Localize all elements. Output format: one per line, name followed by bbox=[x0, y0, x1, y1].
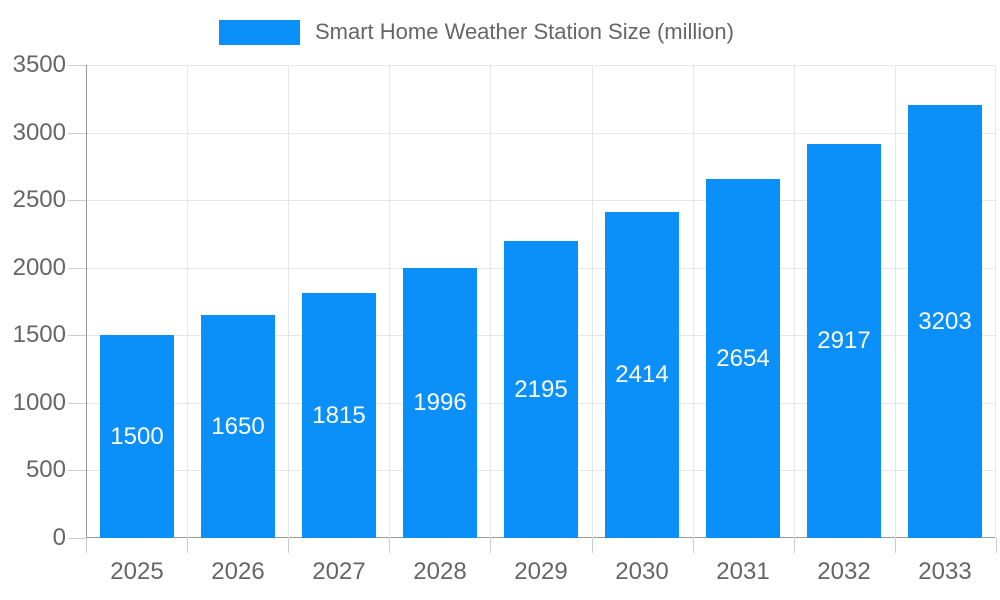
gridline bbox=[86, 133, 996, 134]
x-axis-tick bbox=[895, 538, 896, 553]
y-axis-label: 1500 bbox=[12, 321, 66, 348]
bar-value-label: 2654 bbox=[716, 344, 770, 372]
x-axis-tick bbox=[389, 538, 390, 553]
bar-2026[interactable]: 1650 bbox=[201, 315, 275, 538]
bar-value-label: 1500 bbox=[110, 422, 164, 450]
x-axis-label: 2027 bbox=[312, 558, 366, 585]
bar-2028[interactable]: 1996 bbox=[403, 268, 477, 538]
y-axis-label: 2500 bbox=[12, 186, 66, 213]
bar-2031[interactable]: 2654 bbox=[706, 179, 780, 538]
plot-area: 1500 1650 1815 1996 2195 2414 2654 2917 3203 bbox=[86, 65, 996, 538]
y-axis-label: 0 bbox=[52, 524, 66, 551]
x-axis-label: 2028 bbox=[413, 558, 467, 585]
gridline bbox=[895, 65, 896, 538]
y-axis-tick bbox=[68, 470, 86, 471]
gridline bbox=[389, 65, 390, 538]
gridline bbox=[490, 65, 491, 538]
gridline bbox=[592, 65, 593, 538]
x-axis-tick bbox=[592, 538, 593, 553]
y-axis-tick bbox=[68, 335, 86, 336]
gridline bbox=[86, 200, 996, 201]
bar-2025[interactable]: 1500 bbox=[100, 335, 174, 538]
gridline bbox=[86, 65, 996, 66]
bar-value-label: 1650 bbox=[211, 412, 265, 440]
y-axis-label: 3500 bbox=[12, 51, 66, 78]
bar-value-label: 2195 bbox=[514, 375, 568, 403]
bar-value-label: 1815 bbox=[312, 401, 366, 429]
bar-2032[interactable]: 2917 bbox=[807, 144, 881, 538]
legend-item[interactable]: Smart Home Weather Station Size (million… bbox=[219, 19, 734, 45]
bar-value-label: 3203 bbox=[918, 307, 972, 335]
bar-value-label: 2414 bbox=[615, 361, 669, 388]
x-axis-tick bbox=[794, 538, 795, 553]
bar-value-label: 2917 bbox=[817, 327, 871, 354]
x-axis-label: 2031 bbox=[716, 558, 770, 585]
x-axis-tick bbox=[693, 538, 694, 553]
y-axis-label: 500 bbox=[25, 456, 66, 483]
y-axis-label: 1000 bbox=[12, 389, 66, 416]
gridline bbox=[288, 65, 289, 538]
y-axis-tick bbox=[68, 200, 86, 201]
y-axis-tick bbox=[68, 133, 86, 134]
bar-2027[interactable]: 1815 bbox=[302, 293, 376, 538]
y-axis-tick bbox=[68, 268, 86, 269]
y-axis-label: 2000 bbox=[12, 254, 66, 281]
legend-label: Smart Home Weather Station Size (million… bbox=[315, 19, 734, 44]
bar-2030[interactable]: 2414 bbox=[605, 212, 679, 538]
y-axis-line bbox=[86, 65, 87, 538]
x-axis-tick bbox=[288, 538, 289, 553]
x-axis-tick bbox=[86, 538, 87, 553]
y-axis-tick bbox=[68, 403, 86, 404]
legend-swatch bbox=[219, 19, 300, 45]
x-axis-label: 2032 bbox=[817, 558, 871, 585]
gridline bbox=[794, 65, 795, 538]
bar-2033[interactable]: 3203 bbox=[908, 105, 982, 538]
x-axis-label: 2029 bbox=[514, 558, 568, 585]
x-axis-label: 2033 bbox=[918, 558, 972, 585]
x-axis-tick bbox=[187, 538, 188, 553]
y-axis-label: 3000 bbox=[12, 119, 66, 146]
x-axis-label: 2030 bbox=[615, 558, 669, 585]
x-axis-tick bbox=[996, 538, 997, 553]
y-axis-tick bbox=[68, 538, 86, 539]
gridline bbox=[693, 65, 694, 538]
x-axis-tick bbox=[490, 538, 491, 553]
bar-2029[interactable]: 2195 bbox=[504, 241, 578, 538]
y-axis-tick bbox=[68, 65, 86, 66]
x-axis-label: 2026 bbox=[211, 558, 265, 585]
bar-value-label: 1996 bbox=[413, 389, 467, 416]
gridline bbox=[187, 65, 188, 538]
gridline bbox=[995, 65, 996, 538]
x-axis-label: 2025 bbox=[110, 558, 164, 585]
